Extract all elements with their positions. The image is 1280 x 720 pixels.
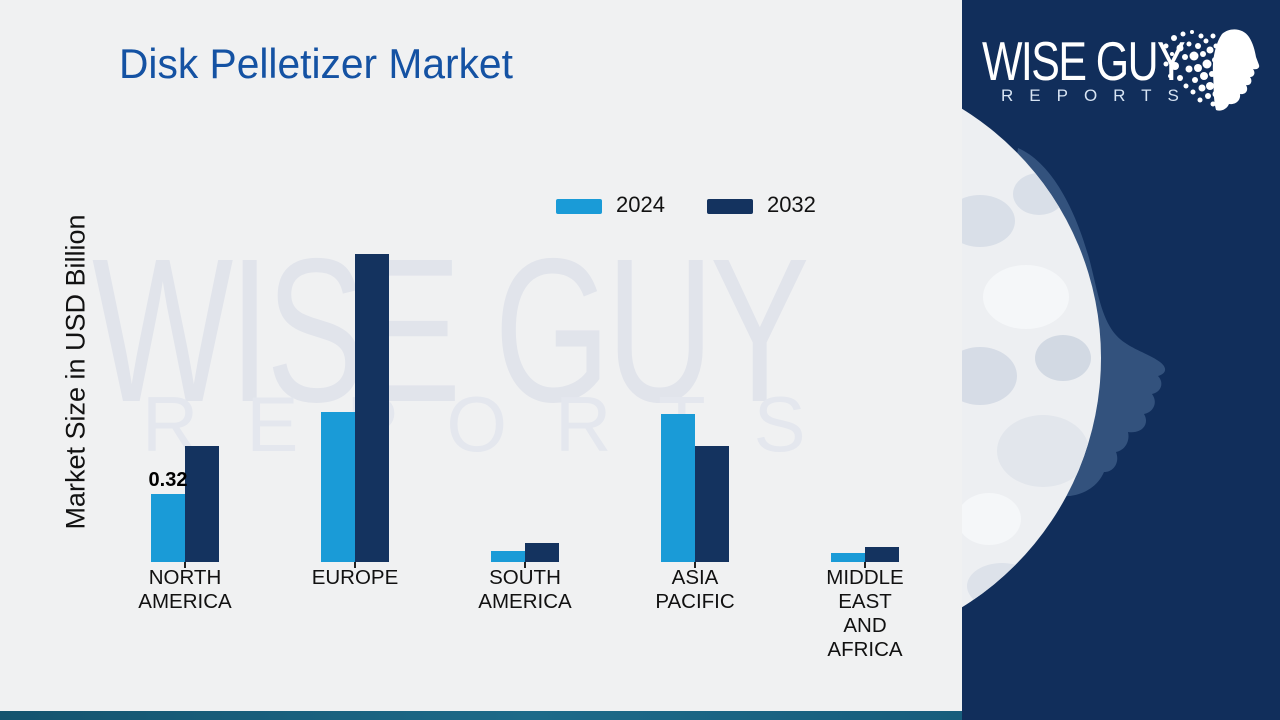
x-axis-tick-middle-east-and-africa [864, 562, 866, 568]
bar-2032-europe [355, 254, 389, 562]
bar-2032-north-america [185, 446, 219, 562]
x-axis-tick-south-america [524, 562, 526, 568]
chart-legend: 2024 2032 [556, 192, 816, 218]
category-label-middle-east-and-africa: MIDDLE EAST AND AFRICA [826, 566, 904, 661]
y-axis-label: Market Size in USD Billion [60, 214, 91, 530]
bar-value-label: 0.32 [148, 469, 188, 491]
legend-label-2024: 2024 [616, 192, 665, 217]
legend-label-2032: 2032 [766, 192, 816, 217]
bar-2024-asia-pacific [661, 414, 695, 562]
legend-swatch-2032 [706, 199, 753, 214]
legend-item-2032: 2032 [706, 192, 816, 218]
bar-2024-north-america [151, 494, 185, 562]
bar-2024-south-america [491, 551, 525, 562]
bottom-accent-strip [0, 711, 962, 720]
category-label-north-america: NORTH AMERICA [138, 566, 232, 613]
bar-2032-asia-pacific [695, 446, 729, 562]
bar-2032-middle-east-and-africa [865, 547, 899, 562]
legend-item-2024: 2024 [556, 192, 665, 218]
brand-panel: WISE GUY REPORTS [962, 0, 1280, 720]
logo-wise-guy-text: WISE GUY [982, 30, 1186, 92]
x-axis-tick-asia-pacific [694, 562, 696, 568]
watermark-reports: REPORTS [142, 380, 854, 468]
watermark-wise-guy: WISE GUY [92, 216, 810, 445]
bar-2024-middle-east-and-africa [831, 553, 865, 562]
legend-swatch-2024 [556, 199, 602, 214]
logo-reports-text: REPORTS [1001, 86, 1195, 105]
bar-2032-south-america [525, 543, 559, 562]
category-label-europe: EUROPE [311, 566, 399, 589]
dotted-head-icon [1163, 29, 1260, 111]
x-axis-tick-europe [354, 562, 356, 568]
bar-2024-europe [321, 412, 355, 562]
x-axis-tick-north-america [184, 562, 186, 568]
chart-title: Disk Pelletizer Market [119, 40, 513, 87]
category-label-asia-pacific: ASIA PACIFIC [655, 566, 735, 613]
category-label-south-america: SOUTH AMERICA [478, 566, 572, 613]
